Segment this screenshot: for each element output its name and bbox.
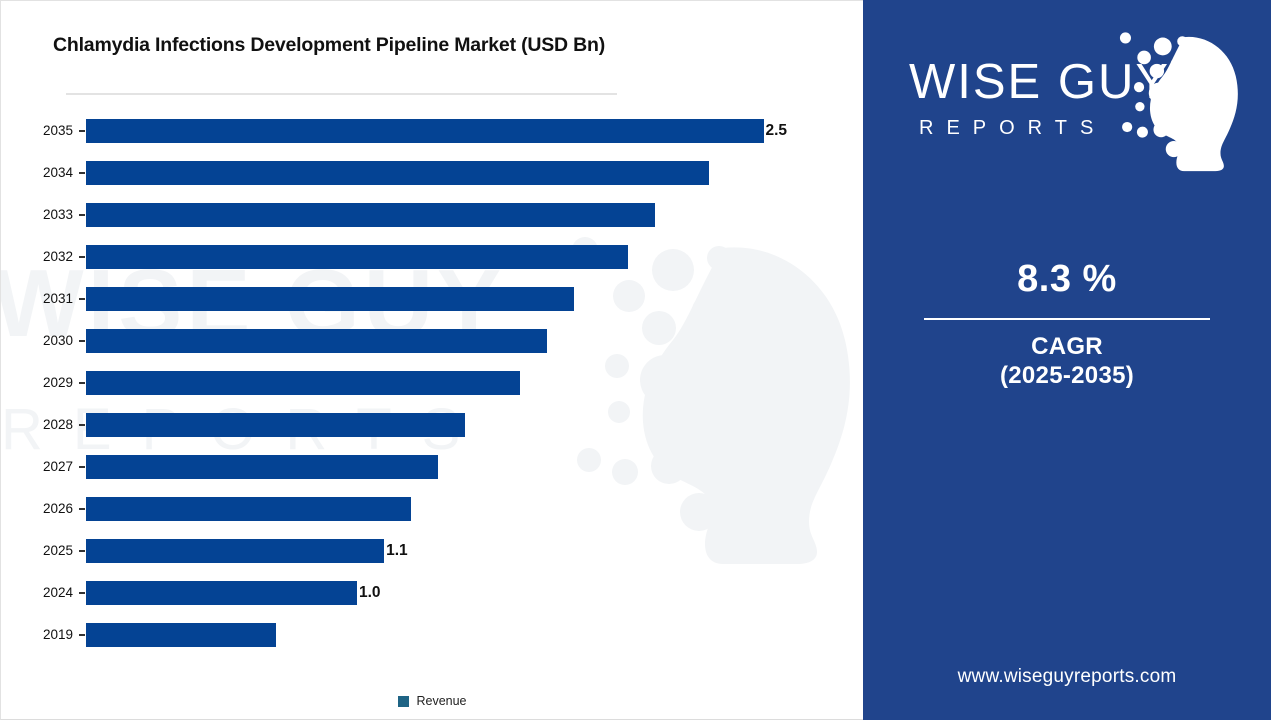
bar-row: 2026: [1, 495, 863, 523]
y-axis-tick-label: 2025: [42, 543, 73, 558]
bar-revenue: [86, 497, 412, 521]
y-axis-tick-mark: [79, 382, 85, 384]
bar-value-label: 1.1: [386, 542, 408, 559]
bar-revenue: [86, 161, 710, 185]
y-axis-tick-label: 2033: [42, 207, 73, 222]
chart-panel: WISE GUY REPORTS: [0, 0, 863, 720]
bar-revenue: [86, 245, 628, 269]
cagr-label-line2: (2025-2035): [999, 361, 1135, 389]
bar-revenue: [86, 329, 547, 353]
y-axis-tick-mark: [79, 340, 85, 342]
bar-revenue: [86, 287, 574, 311]
chart-legend: Revenue: [1, 694, 863, 708]
y-axis-tick-mark: [79, 130, 85, 132]
brand-panel: WISE GUY REPORTS: [863, 0, 1271, 720]
bar-row: 2027: [1, 453, 863, 481]
y-axis-tick-mark: [79, 424, 85, 426]
bar-revenue: [86, 119, 764, 143]
chart-title: Chlamydia Infections Development Pipelin…: [53, 34, 606, 56]
brand-head-icon: [1119, 32, 1238, 172]
bar-revenue: [86, 371, 520, 395]
bar-value-label: 2.5: [765, 122, 788, 139]
bar-row: 2029: [1, 369, 863, 397]
y-axis-tick-label: 2035: [42, 123, 73, 138]
y-axis-tick-label: 2026: [42, 501, 73, 516]
cagr-value: 8.3 %: [1017, 258, 1117, 300]
y-axis-tick-label: 2030: [42, 333, 73, 348]
bar-revenue: [86, 623, 276, 647]
y-axis-tick-label: 2031: [42, 291, 73, 306]
cagr-block: 8.3 % CAGR (2025-2035): [863, 258, 1271, 390]
bar-revenue: [86, 203, 656, 227]
bar-row: 2035 2.5: [1, 117, 863, 145]
bar-row: 2034: [1, 159, 863, 187]
bar-row: 2028: [1, 411, 863, 439]
y-axis-tick-label: 2024: [42, 585, 73, 600]
legend-label-revenue: Revenue: [416, 694, 467, 708]
bar-chart-plot: 2035 2.5 2034 2033 2032 2031 2030 2029 2028 2027 2…: [1, 1, 863, 719]
bar-row: 2030: [1, 327, 863, 355]
y-axis-tick-mark: [79, 172, 85, 174]
bar-row: 2025 1.1: [1, 537, 863, 565]
brand-logo: WISE GUY REPORTS: [909, 32, 1254, 172]
bar-revenue: [86, 413, 466, 437]
y-axis-tick-label: 2028: [42, 417, 73, 432]
title-divider: [66, 93, 617, 95]
bar-row: 2031: [1, 285, 863, 313]
bar-revenue: [86, 455, 439, 479]
bar-row: 2024 1.0: [1, 579, 863, 607]
y-axis-tick-label: 2032: [42, 249, 73, 264]
cagr-divider: [924, 317, 1210, 320]
brand-logo-wordmark: WISE GUY: [909, 55, 1171, 109]
y-axis-tick-mark: [79, 466, 85, 468]
y-axis-tick-mark: [79, 298, 85, 300]
y-axis-tick-mark: [79, 508, 85, 510]
cagr-label-line1: CAGR: [1031, 332, 1103, 360]
legend-swatch-revenue: [398, 695, 410, 707]
website-url: www.wiseguyreports.com: [957, 666, 1177, 687]
y-axis-tick-mark: [79, 592, 85, 594]
y-axis-tick-mark: [79, 634, 85, 636]
y-axis-tick-label: 2019: [42, 627, 73, 642]
bar-row: 2033: [1, 201, 863, 229]
bar-row: 2032: [1, 243, 863, 271]
y-axis-tick-mark: [79, 214, 85, 216]
y-axis-tick-mark: [79, 256, 85, 258]
y-axis-tick-label: 2029: [42, 375, 73, 390]
bar-value-label: 1.0: [359, 584, 381, 601]
y-axis-tick-label: 2027: [42, 459, 73, 474]
y-axis-tick-label: 2034: [42, 165, 73, 180]
brand-logo-subtext: REPORTS: [919, 117, 1107, 139]
bar-revenue: [86, 581, 357, 605]
bar-row: 2019: [1, 621, 863, 649]
y-axis-tick-mark: [79, 550, 85, 552]
bar-revenue: [86, 539, 385, 563]
